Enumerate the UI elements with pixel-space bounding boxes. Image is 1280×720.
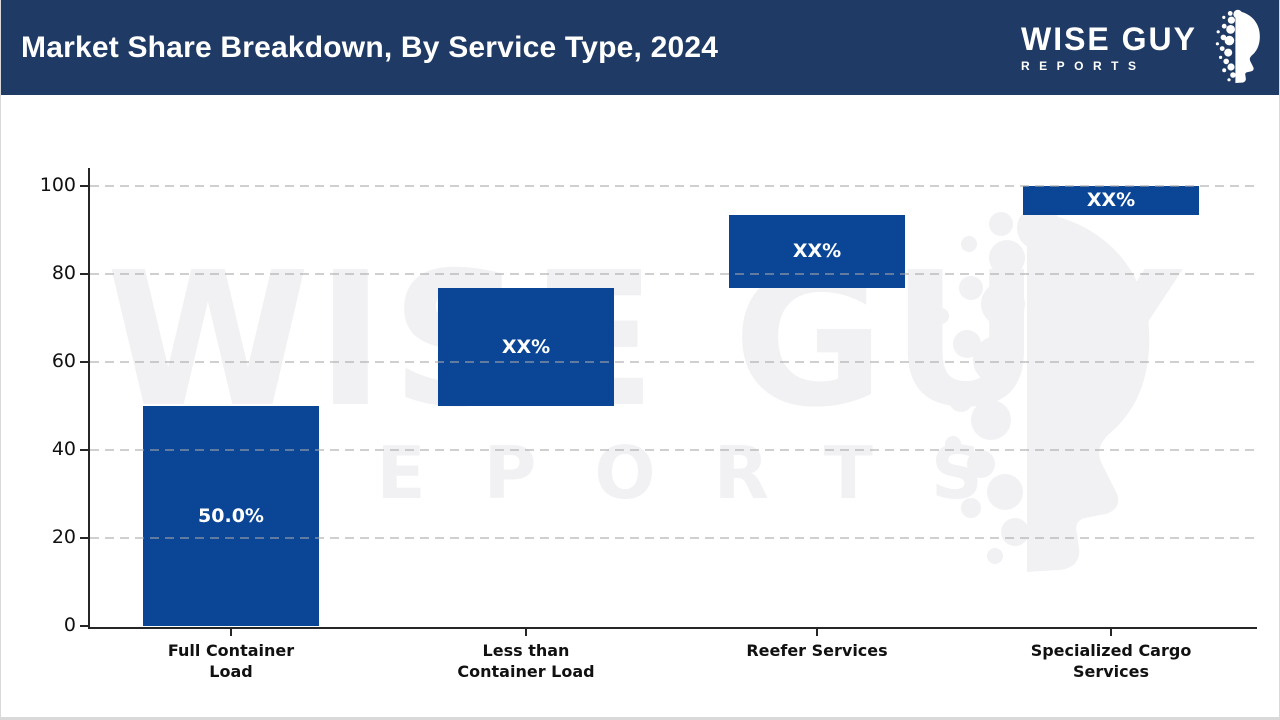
y-axis-line (88, 168, 90, 629)
y-axis-tick-label: 100 (39, 174, 76, 196)
brand-logo-text: WISE GUY REPORTS (1021, 22, 1197, 73)
y-axis-tick (80, 185, 88, 187)
x-axis-category-label-line: Load (209, 662, 253, 681)
x-axis-tick (525, 629, 527, 636)
y-axis-tick-label: 80 (51, 262, 76, 284)
x-axis-category-label-line: Container Load (457, 662, 595, 681)
gridline (90, 273, 1257, 275)
x-axis-category-label-line: Less than (482, 641, 570, 660)
bar-value-label: XX% (1086, 189, 1136, 212)
bar (1023, 186, 1199, 215)
bar (729, 214, 905, 289)
y-axis-tick-label: 60 (51, 350, 76, 372)
gridline (90, 185, 1257, 187)
bar-value-label: XX% (792, 240, 842, 263)
x-axis-tick (816, 629, 818, 636)
gridline (90, 361, 1257, 363)
y-axis-tick (80, 625, 88, 627)
brand-subname: REPORTS (1020, 58, 1146, 73)
y-axis-tick (80, 537, 88, 539)
bar (438, 288, 614, 406)
y-axis-tick-label: 0 (63, 614, 76, 636)
y-axis-tick-label: 20 (51, 526, 76, 548)
brand-name: WISE GUY (1020, 20, 1197, 57)
gridline (90, 537, 1257, 539)
header-bar: Market Share Breakdown, By Service Type,… (1, 0, 1279, 95)
x-axis-category-label: Less than Container Load (406, 640, 646, 682)
bar-value-label: XX% (501, 336, 551, 359)
x-axis-tick (230, 629, 232, 636)
watermark-text-line2: REPORTS (263, 431, 1041, 515)
y-axis-tick (80, 361, 88, 363)
x-axis-line (88, 627, 1257, 629)
x-axis-category-label: Reefer Services (697, 640, 937, 661)
x-axis-tick (1110, 629, 1112, 636)
x-axis-category-label-line: Full Container (167, 641, 295, 660)
x-axis-category-label-line: Services (1072, 662, 1150, 681)
bar-value-label: 50.0% (198, 505, 264, 527)
x-axis-category-label-line: Specialized Cargo (1030, 641, 1192, 660)
y-axis-tick (80, 449, 88, 451)
y-axis-tick (80, 273, 88, 275)
x-axis-category-label: Specialized Cargo Services (991, 640, 1231, 682)
x-axis-category-label: Full Container Load (111, 640, 351, 682)
page-title: Market Share Breakdown, By Service Type,… (21, 30, 719, 64)
x-axis-category-label-line: Reefer Services (746, 641, 888, 660)
brand-face-icon (1201, 7, 1265, 87)
gridline (90, 449, 1257, 451)
brand-logo: WISE GUY REPORTS (1021, 7, 1265, 87)
y-axis-tick-label: 40 (51, 438, 76, 460)
bar (143, 406, 319, 626)
